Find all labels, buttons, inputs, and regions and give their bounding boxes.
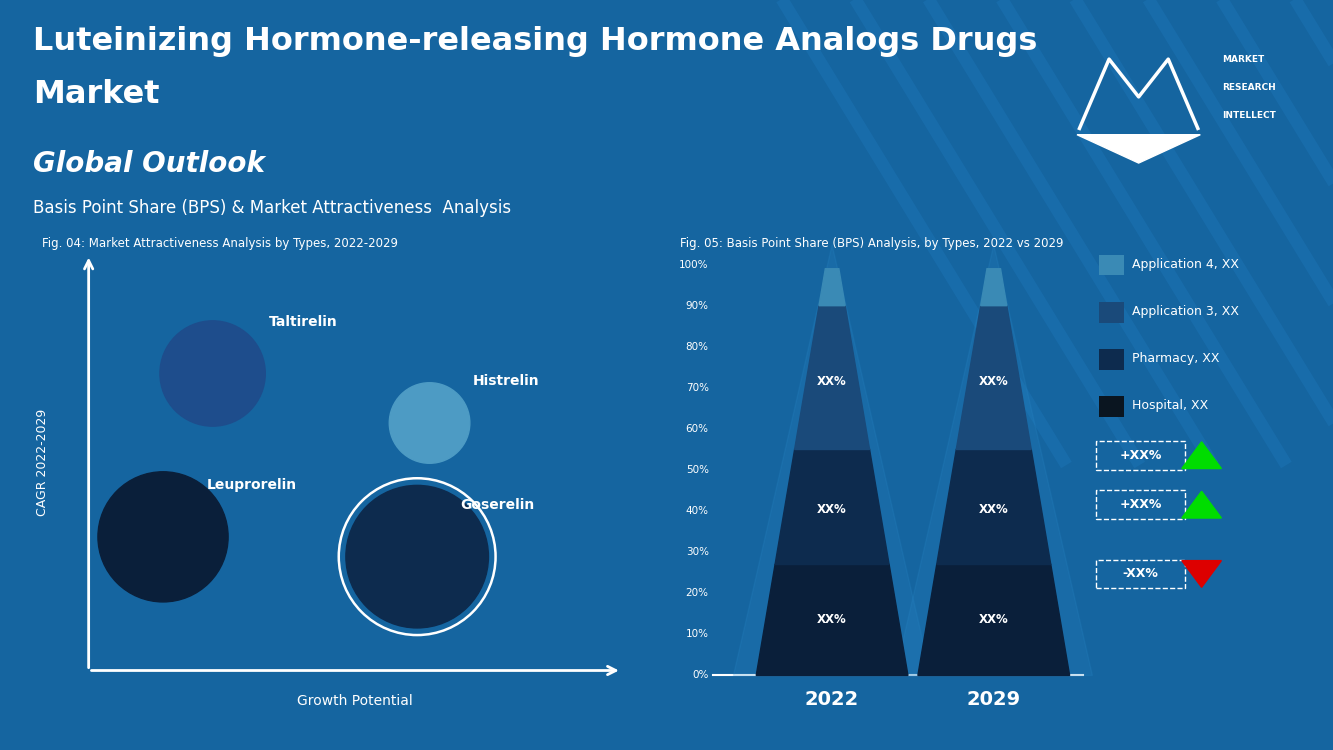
- Text: Application 4, XX: Application 4, XX: [1132, 258, 1240, 271]
- Text: CAGR 2022-2029: CAGR 2022-2029: [36, 409, 49, 516]
- Polygon shape: [894, 244, 1093, 676]
- Text: Application 3, XX: Application 3, XX: [1132, 305, 1240, 318]
- Text: Hospital, XX: Hospital, XX: [1132, 399, 1209, 412]
- Text: Pharmacy, XX: Pharmacy, XX: [1132, 352, 1220, 365]
- Text: 70%: 70%: [685, 382, 709, 393]
- Polygon shape: [733, 244, 930, 676]
- Text: INTELLECT: INTELLECT: [1222, 111, 1277, 120]
- Bar: [1100, 255, 1125, 275]
- Text: +XX%: +XX%: [1120, 448, 1162, 462]
- Text: 90%: 90%: [685, 301, 709, 310]
- Text: 100%: 100%: [680, 260, 709, 269]
- Text: XX%: XX%: [978, 503, 1009, 515]
- Text: 50%: 50%: [685, 465, 709, 475]
- Text: +XX%: +XX%: [1120, 498, 1162, 512]
- Polygon shape: [937, 449, 1050, 565]
- Polygon shape: [756, 565, 908, 676]
- Text: 2029: 2029: [966, 690, 1021, 709]
- Text: Luteinizing Hormone-releasing Hormone Analogs Drugs: Luteinizing Hormone-releasing Hormone An…: [33, 26, 1037, 57]
- Polygon shape: [774, 449, 889, 565]
- Text: XX%: XX%: [817, 503, 846, 515]
- Text: 80%: 80%: [685, 342, 709, 352]
- Bar: [1100, 349, 1125, 370]
- Polygon shape: [1182, 491, 1221, 518]
- Text: 0%: 0%: [692, 670, 709, 680]
- Polygon shape: [981, 268, 1006, 306]
- Ellipse shape: [160, 321, 265, 426]
- Text: RESEARCH: RESEARCH: [1222, 83, 1276, 92]
- Text: Global Outlook: Global Outlook: [33, 150, 265, 178]
- Text: Histrelin: Histrelin: [473, 374, 540, 388]
- Bar: [1100, 396, 1125, 416]
- Polygon shape: [794, 306, 869, 449]
- Text: 40%: 40%: [685, 506, 709, 516]
- Text: 2022: 2022: [805, 690, 860, 709]
- Text: Leuprorelin: Leuprorelin: [207, 478, 296, 492]
- Polygon shape: [956, 306, 1032, 449]
- Ellipse shape: [389, 382, 469, 464]
- Text: 30%: 30%: [685, 548, 709, 557]
- Text: 20%: 20%: [685, 588, 709, 598]
- Text: -XX%: -XX%: [1122, 568, 1158, 580]
- Ellipse shape: [345, 485, 488, 628]
- Text: Fig. 05: Basis Point Share (BPS) Analysis, by Types, 2022 vs 2029: Fig. 05: Basis Point Share (BPS) Analysi…: [680, 237, 1064, 250]
- Polygon shape: [1077, 135, 1200, 163]
- Text: Basis Point Share (BPS) & Market Attractiveness  Analysis: Basis Point Share (BPS) & Market Attract…: [33, 199, 512, 217]
- Text: Fig. 04: Market Attractiveness Analysis by Types, 2022-2029: Fig. 04: Market Attractiveness Analysis …: [43, 237, 399, 250]
- Text: 10%: 10%: [685, 629, 709, 639]
- Polygon shape: [918, 565, 1069, 676]
- Text: Goserelin: Goserelin: [461, 498, 535, 512]
- Text: Market: Market: [33, 79, 160, 110]
- Text: XX%: XX%: [978, 614, 1009, 626]
- Polygon shape: [1182, 442, 1221, 469]
- Text: MARKET: MARKET: [1222, 55, 1265, 64]
- Text: XX%: XX%: [978, 375, 1009, 388]
- Text: 60%: 60%: [685, 424, 709, 434]
- Text: XX%: XX%: [817, 614, 846, 626]
- Text: XX%: XX%: [817, 375, 846, 388]
- Bar: [1100, 302, 1125, 322]
- Text: Growth Potential: Growth Potential: [297, 694, 413, 708]
- Ellipse shape: [97, 472, 228, 602]
- Text: Taltirelin: Taltirelin: [268, 315, 337, 329]
- Polygon shape: [1182, 560, 1221, 587]
- Polygon shape: [818, 268, 845, 306]
